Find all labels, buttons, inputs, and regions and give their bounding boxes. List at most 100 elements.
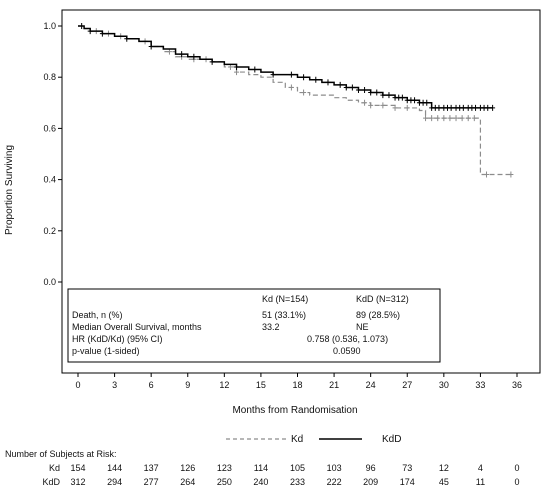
censor-mark-kdd bbox=[325, 79, 331, 86]
censor-mark-kd bbox=[234, 69, 240, 76]
censor-mark-kdd bbox=[424, 99, 430, 106]
censor-mark-kd bbox=[459, 115, 465, 122]
legend: Kd KdD bbox=[226, 434, 401, 445]
censor-mark-kdd bbox=[79, 23, 85, 29]
risk-value-kdd: 264 bbox=[180, 477, 195, 487]
censor-mark-kdd bbox=[99, 30, 105, 37]
x-tick-label: 3 bbox=[112, 380, 117, 390]
y-tick-label: 0.8 bbox=[43, 72, 56, 82]
summary-cell-pvalue: 0.0590 bbox=[333, 346, 361, 356]
plot-frame bbox=[61, 9, 541, 374]
summary-cell-kd: 51 (33.1%) bbox=[262, 310, 306, 320]
y-axis-label: Proportion Surviving bbox=[4, 145, 15, 235]
summary-col-header-kd: Kd (N=154) bbox=[262, 294, 308, 304]
censor-mark-kdd bbox=[436, 104, 442, 111]
risk-value-kd: 4 bbox=[478, 463, 483, 473]
censor-mark-kdd bbox=[473, 104, 479, 111]
censor-mark-kdd bbox=[490, 104, 496, 111]
risk-value-kdd: 240 bbox=[253, 477, 268, 487]
risk-value-kd: 137 bbox=[144, 463, 159, 473]
risk-value-kdd: 45 bbox=[439, 477, 449, 487]
x-tick-label: 6 bbox=[149, 380, 154, 390]
summary-row-label: HR (KdD/Kd) (95% CI) bbox=[72, 334, 163, 344]
axes: 0.00.20.40.60.81.00 3 6 9 12 15 18 21 24 27 30 33 36 bbox=[43, 9, 541, 390]
y-tick-label: 1.0 bbox=[43, 21, 56, 31]
risk-value-kdd: 294 bbox=[107, 477, 122, 487]
censor-mark-kd bbox=[380, 102, 386, 109]
x-tick-label: 24 bbox=[366, 380, 376, 390]
censor-mark-kdd bbox=[368, 89, 374, 96]
y-tick-label: 0.2 bbox=[43, 226, 56, 236]
censor-mark-kdd bbox=[124, 35, 130, 42]
risk-value-kd: 0 bbox=[514, 463, 519, 473]
censor-mark-kdd bbox=[362, 87, 368, 93]
legend-label-kdd: KdD bbox=[382, 434, 401, 445]
censor-mark-kdd bbox=[399, 94, 405, 101]
series-line-kd bbox=[78, 25, 511, 176]
censor-mark-kd bbox=[301, 89, 307, 96]
censor-mark-kdd bbox=[270, 71, 276, 78]
censor-mark-kdd bbox=[288, 71, 294, 78]
risk-row-label-kd: Kd bbox=[49, 463, 60, 473]
censor-mark-kdd bbox=[313, 76, 319, 83]
risk-value-kdd: 312 bbox=[70, 477, 85, 487]
censor-mark-kd bbox=[435, 115, 441, 122]
risk-table-title: Number of Subjects at Risk: bbox=[5, 449, 117, 459]
censor-mark-kdd bbox=[460, 104, 466, 111]
censor-mark-kdd bbox=[191, 53, 197, 60]
censor-mark-kd bbox=[404, 104, 410, 111]
risk-value-kdd: 0 bbox=[514, 477, 519, 487]
summary-cell-kdd: 89 (28.5%) bbox=[356, 310, 400, 320]
censor-mark-kdd bbox=[87, 28, 93, 35]
risk-value-kdd: 250 bbox=[217, 477, 232, 487]
risk-row-label-kdd: KdD bbox=[42, 477, 60, 487]
risk-value-kdd: 222 bbox=[327, 477, 342, 487]
censor-mark-kd bbox=[508, 171, 514, 178]
x-tick-label: 18 bbox=[292, 380, 302, 390]
risk-value-kdd: 174 bbox=[400, 477, 415, 487]
risk-value-kdd: 11 bbox=[476, 477, 485, 487]
x-tick-label: 9 bbox=[185, 380, 190, 390]
censor-mark-kdd bbox=[209, 58, 215, 65]
summary-table-box bbox=[67, 288, 441, 363]
series-line-kdd bbox=[78, 25, 493, 109]
censor-mark-kd bbox=[447, 115, 453, 122]
summary-cell-kd: 33.2 bbox=[262, 322, 280, 332]
summary-row-label: p-value (1-sided) bbox=[72, 346, 140, 356]
survival-curves bbox=[78, 23, 514, 178]
censor-mark-kdd bbox=[386, 92, 392, 99]
censor-mark-kd bbox=[465, 115, 471, 122]
x-tick-label: 36 bbox=[512, 380, 522, 390]
y-tick-label: 0.6 bbox=[43, 123, 56, 133]
risk-value-kd: 114 bbox=[254, 463, 268, 473]
censor-mark-kdd bbox=[349, 84, 355, 91]
y-tick-label: 0.4 bbox=[43, 175, 56, 185]
x-tick-label: 15 bbox=[256, 380, 266, 390]
legend-label-kd: Kd bbox=[291, 434, 303, 445]
censor-mark-kd bbox=[441, 115, 447, 122]
censor-mark-kdd bbox=[301, 74, 307, 81]
summary-cell-hr: 0.758 (0.536, 1.073) bbox=[307, 334, 388, 344]
censor-mark-kdd bbox=[179, 51, 185, 58]
censor-mark-kd bbox=[471, 115, 477, 122]
censor-mark-kdd bbox=[252, 66, 258, 73]
x-tick-label: 27 bbox=[402, 380, 412, 390]
risk-value-kd: 123 bbox=[217, 463, 232, 473]
x-axis-label: Months from Randomisation bbox=[232, 405, 357, 416]
censor-mark-kdd bbox=[485, 104, 491, 111]
censor-mark-kd bbox=[453, 115, 459, 122]
risk-value-kd: 105 bbox=[290, 463, 305, 473]
summary-col-header-kdd: KdD (N=312) bbox=[356, 294, 409, 304]
risk-value-kd: 103 bbox=[327, 463, 342, 473]
summary-row-label: Death, n (%) bbox=[72, 310, 123, 320]
summary-cell-kdd: NE bbox=[356, 322, 369, 332]
censor-mark-kd bbox=[392, 104, 398, 111]
censor-mark-kdd bbox=[412, 97, 418, 104]
censor-mark-kdd bbox=[355, 87, 361, 93]
censor-mark-kd bbox=[429, 115, 435, 122]
x-tick-label: 33 bbox=[475, 380, 485, 390]
censor-mark-kd bbox=[288, 84, 294, 91]
censor-mark-kdd bbox=[148, 43, 154, 50]
censor-mark-kdd bbox=[380, 92, 386, 99]
